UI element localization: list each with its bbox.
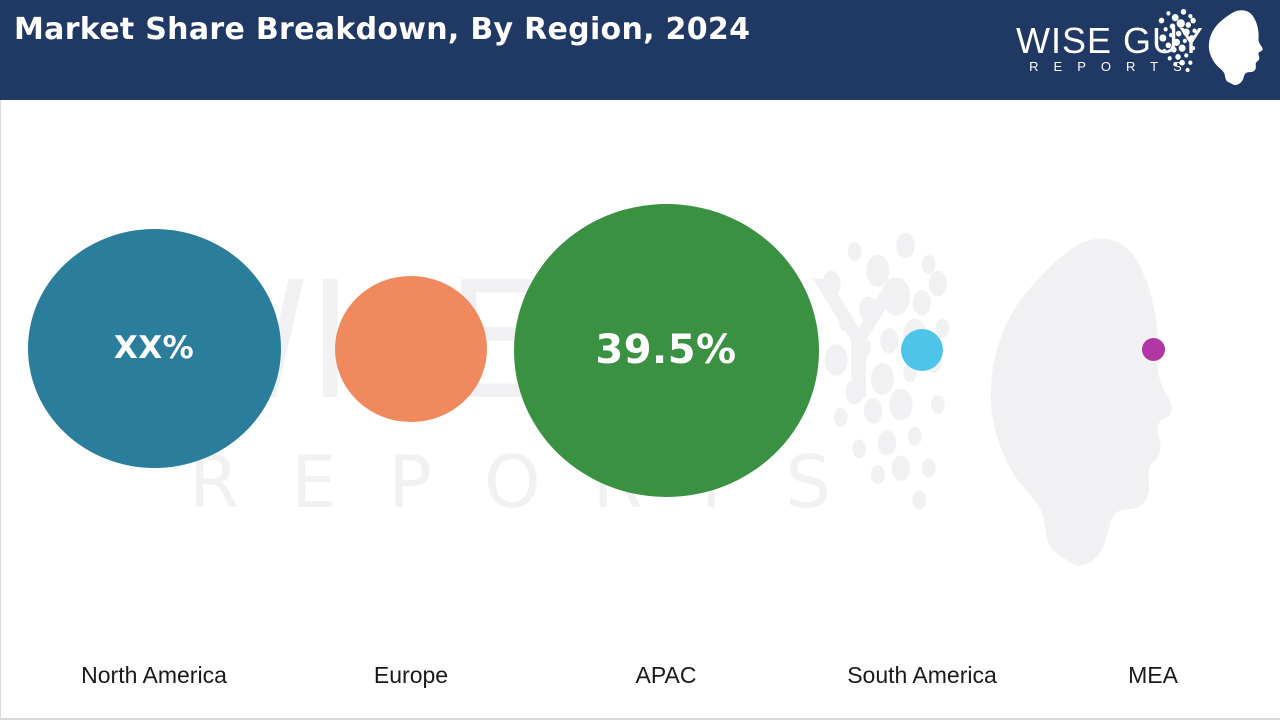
watermark-face-icon (813, 220, 1183, 570)
category-label-apac: APAC (635, 662, 697, 688)
bubble-europe (335, 276, 487, 422)
brand-name: WISE GUY (1015, 19, 1204, 61)
bubble-apac: 39.5% (513, 203, 819, 497)
category-label-south-america: South America (847, 662, 997, 688)
bubble-value-label-north-america: XX% (113, 330, 195, 366)
bubble-chart: WISE GUY REPORTS XX%North AmericaEurope3… (0, 100, 1280, 720)
header-bar: Market Share Breakdown, By Region, 2024 … (0, 0, 1280, 100)
watermark-subtext: REPORTS (189, 440, 884, 524)
bubble-south-america (901, 329, 943, 371)
bubble-north-america: XX% (27, 228, 281, 468)
brand-logo: WISE GUY REPORTS (1016, 10, 1266, 86)
category-label-north-america: North America (81, 662, 227, 688)
page-title: Market Share Breakdown, By Region, 2024 (14, 12, 751, 47)
category-label-mea: MEA (1128, 662, 1178, 688)
bubble-value-label-apac: 39.5% (595, 327, 737, 373)
brand-subtitle: REPORTS (1029, 59, 1197, 75)
category-label-europe: Europe (373, 662, 449, 688)
brand-logo-text: WISE GUY REPORTS (1015, 19, 1204, 75)
bubble-mea (1141, 337, 1165, 361)
